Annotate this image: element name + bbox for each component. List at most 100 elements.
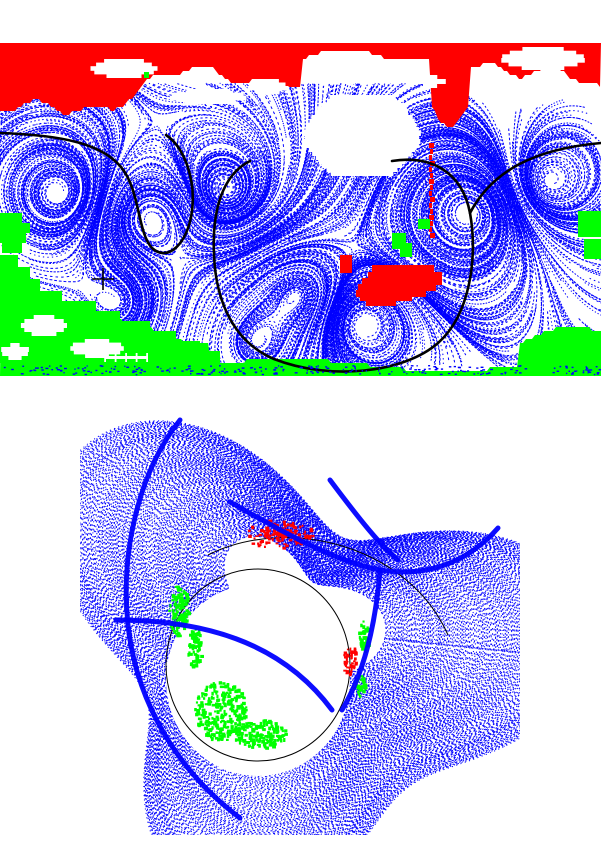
streamline [9,146,87,231]
globe-red-pixel [282,520,286,524]
stipple-dot [200,372,203,375]
streamline [168,114,267,206]
stipple-dot [190,370,194,372]
streamline [169,232,285,365]
streamline [591,269,601,273]
globe-green-pixel [218,733,221,736]
mask-hole-row [303,139,421,144]
stipple-dot [428,368,431,370]
scale-bar-tick [135,353,138,362]
globe-meridian [375,572,520,605]
globe-green-pixel [196,711,199,714]
globe-red-pixel [297,533,301,535]
streamline [534,147,586,203]
streamline [42,113,102,257]
globe-meridian [172,687,258,835]
streamline [532,143,589,204]
globe-green-pixel [242,715,247,720]
stipple-dot [473,373,476,375]
globe-green-pixel [249,725,253,728]
globe-green-pixel [230,706,233,710]
globe-green-pixel [261,739,265,744]
streamline [336,289,413,376]
streamline [289,122,424,243]
globe-green-pixel [238,739,242,743]
scale-bar-tick [114,353,117,362]
streamline [344,130,476,237]
globe-green-pixel [248,731,252,736]
streamline [245,272,318,374]
stipple-dot [401,367,404,369]
stipple-dot [402,369,404,371]
globe-green-pixel [178,634,182,638]
stipple-dot [203,369,206,372]
globe-green-pixel [213,688,216,693]
stipple-dot [587,372,589,374]
streamline [330,83,341,121]
globe-green-pixel [358,694,362,698]
streamline [128,189,278,246]
globe-green-pixel [364,683,368,688]
mask-hole-row [94,69,154,75]
stipple-dot [388,373,391,375]
globe-green-pixel [210,684,214,688]
scale-bar [104,353,148,362]
globe-meridian [334,531,422,587]
globe-green-pixel [229,717,233,722]
globe-red-pixel [253,537,256,540]
streamline [170,152,280,228]
stipple-dot [457,370,459,372]
globe-green-pixel [237,688,241,693]
streamline [538,158,576,197]
globe-meridian [153,680,255,835]
streamline [29,123,99,255]
globe-streamline [116,464,514,834]
stipple-dot [72,373,76,375]
streamline [388,128,520,215]
streamline [233,246,343,323]
streamline [398,145,521,242]
mask-hole-row [307,123,417,128]
streamline [293,83,302,165]
streamline [203,156,347,269]
globe-meridian [348,673,467,763]
globe-green-pixel [361,680,366,684]
streamline [529,143,589,210]
globe-red-pixel [343,651,348,655]
globe-green-pixel [276,730,280,733]
globe-red-pixel [345,672,349,675]
globe-red-pixel [353,666,356,670]
streamline [359,242,518,321]
red-peninsula-pixel [430,173,433,178]
globe-streamline [192,515,424,746]
stipple-dot [326,367,330,369]
globe-meridian [304,520,323,574]
streamline [395,155,464,283]
globe-green-pixel [191,644,195,649]
streamline [412,158,513,270]
globe-fold-ridge [113,617,335,713]
stipple-dot [46,373,50,376]
globe-red-pixel [276,531,278,535]
globe-red-pixel [295,541,300,544]
stipple-dot [34,369,37,372]
streamline [343,83,349,99]
globe-green-pixel [179,587,183,592]
streamline [599,308,601,311]
separatrix-contour [468,141,601,215]
stipple-dot [500,373,504,375]
globe-streamline [121,467,508,828]
streamline [427,179,498,251]
globe-green-pixel [251,723,256,726]
stipple-dot [453,365,456,368]
north-mask-hole [247,79,289,94]
streamline [11,159,90,235]
land-row [0,213,22,223]
globe-green-pixel [197,712,201,716]
globe-green-pixel [360,638,364,643]
globe-meridian [372,563,520,602]
streamline [400,145,521,244]
stipple-dot [504,372,506,375]
streamline [131,188,283,245]
globe-green-pixel [218,734,222,738]
